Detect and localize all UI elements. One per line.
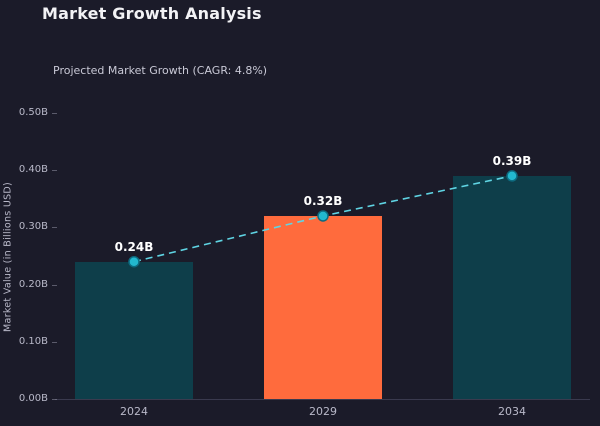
bar-2029 [264,215,382,399]
y-tick-label: 0.00B [18,393,48,404]
y-tick-label: 0.10B [18,335,48,347]
y-tick-label: 0.40B [18,164,48,176]
x-tick-label: 2029 [309,405,337,418]
bar-value-label: 0.24B [114,239,154,254]
x-tick-label: 2024 [120,405,148,418]
bar-value-label: 0.39B [492,153,532,168]
bar-2024 [75,261,193,399]
y-tick-label: 0.30B [18,221,48,233]
y-tick-mark [52,284,57,286]
y-axis-title: Market Value (in Billions USD) [2,181,14,333]
x-tick-label: 2034 [498,405,526,418]
bar-value-label: 0.32B [303,193,343,208]
y-tick-mark [52,170,57,172]
chart-subtitle: Projected Market Growth (CAGR: 4.8%) [53,64,268,77]
y-tick-mark [52,113,57,114]
y-tick-mark [52,399,57,400]
y-tick-label: 0.50B [18,107,48,118]
y-tick-label: 0.20B [18,278,48,290]
x-axis-line [55,399,590,400]
bar-2034 [453,175,571,399]
y-tick-mark [52,227,57,229]
chart-title: Market Growth Analysis [42,4,262,23]
y-tick-mark [52,341,57,343]
